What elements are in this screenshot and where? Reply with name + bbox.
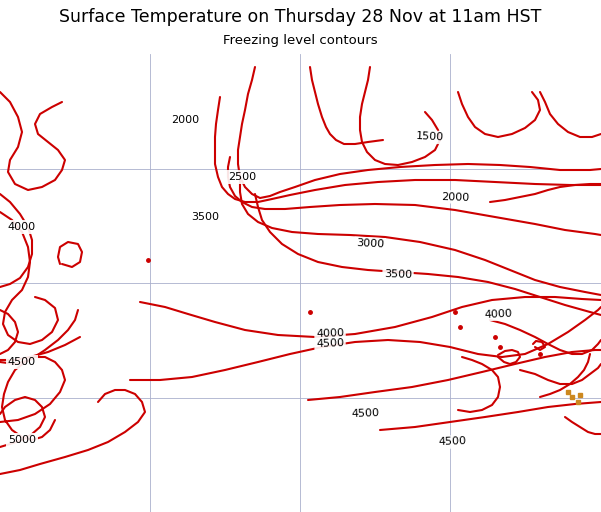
Text: Surface Temperature on Thursday 28 Nov at 11am HST: Surface Temperature on Thursday 28 Nov a… — [59, 8, 542, 26]
Text: 1500: 1500 — [416, 131, 444, 143]
Text: 4000: 4000 — [484, 308, 512, 319]
Text: 5000: 5000 — [8, 435, 36, 445]
Text: 4500: 4500 — [351, 409, 379, 419]
Text: 4500: 4500 — [316, 338, 344, 350]
Text: 4500: 4500 — [438, 437, 466, 447]
Text: 3500: 3500 — [384, 268, 412, 280]
Text: 4000: 4000 — [316, 329, 344, 339]
Text: 4500: 4500 — [8, 357, 36, 367]
Text: 3500: 3500 — [191, 212, 219, 222]
Text: 3000: 3000 — [356, 238, 384, 250]
Text: 2000: 2000 — [171, 115, 199, 125]
Text: Freezing level contours: Freezing level contours — [223, 34, 378, 47]
Text: 2500: 2500 — [228, 172, 256, 182]
Text: 2000: 2000 — [441, 191, 469, 202]
Text: 4000: 4000 — [8, 222, 36, 232]
